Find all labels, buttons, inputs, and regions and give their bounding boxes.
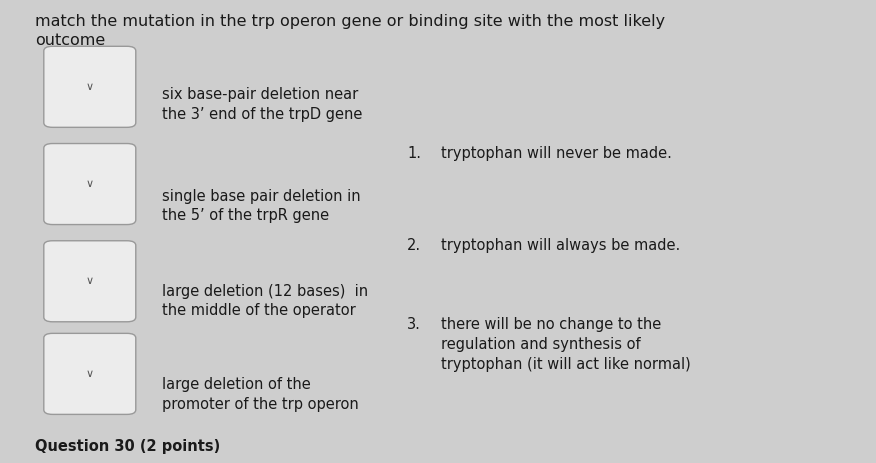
Text: match the mutation in the trp operon gene or binding site with the most likely
o: match the mutation in the trp operon gen… [35, 14, 665, 48]
Text: ∨: ∨ [86, 82, 94, 92]
Text: Question 30 (2 points): Question 30 (2 points) [35, 439, 220, 454]
Text: large deletion (12 bases)  in
the middle of the operator: large deletion (12 bases) in the middle … [162, 283, 368, 319]
Text: 2.: 2. [407, 238, 421, 253]
FancyBboxPatch shape [44, 333, 136, 414]
Text: six base-pair deletion near
the 3’ end of the trpD gene: six base-pair deletion near the 3’ end o… [162, 87, 363, 122]
FancyBboxPatch shape [44, 46, 136, 127]
Text: 3.: 3. [407, 317, 421, 332]
Text: ∨: ∨ [86, 276, 94, 286]
Text: there will be no change to the
regulation and synthesis of
tryptophan (it will a: there will be no change to the regulatio… [441, 317, 690, 372]
FancyBboxPatch shape [44, 241, 136, 322]
Text: tryptophan will always be made.: tryptophan will always be made. [441, 238, 680, 253]
Text: ∨: ∨ [86, 369, 94, 379]
FancyBboxPatch shape [44, 144, 136, 225]
Text: tryptophan will never be made.: tryptophan will never be made. [441, 146, 672, 161]
Text: 1.: 1. [407, 146, 421, 161]
Text: large deletion of the
promoter of the trp operon: large deletion of the promoter of the tr… [162, 377, 359, 412]
Text: ∨: ∨ [86, 179, 94, 189]
Text: single base pair deletion in
the 5’ of the trpR gene: single base pair deletion in the 5’ of t… [162, 188, 361, 224]
